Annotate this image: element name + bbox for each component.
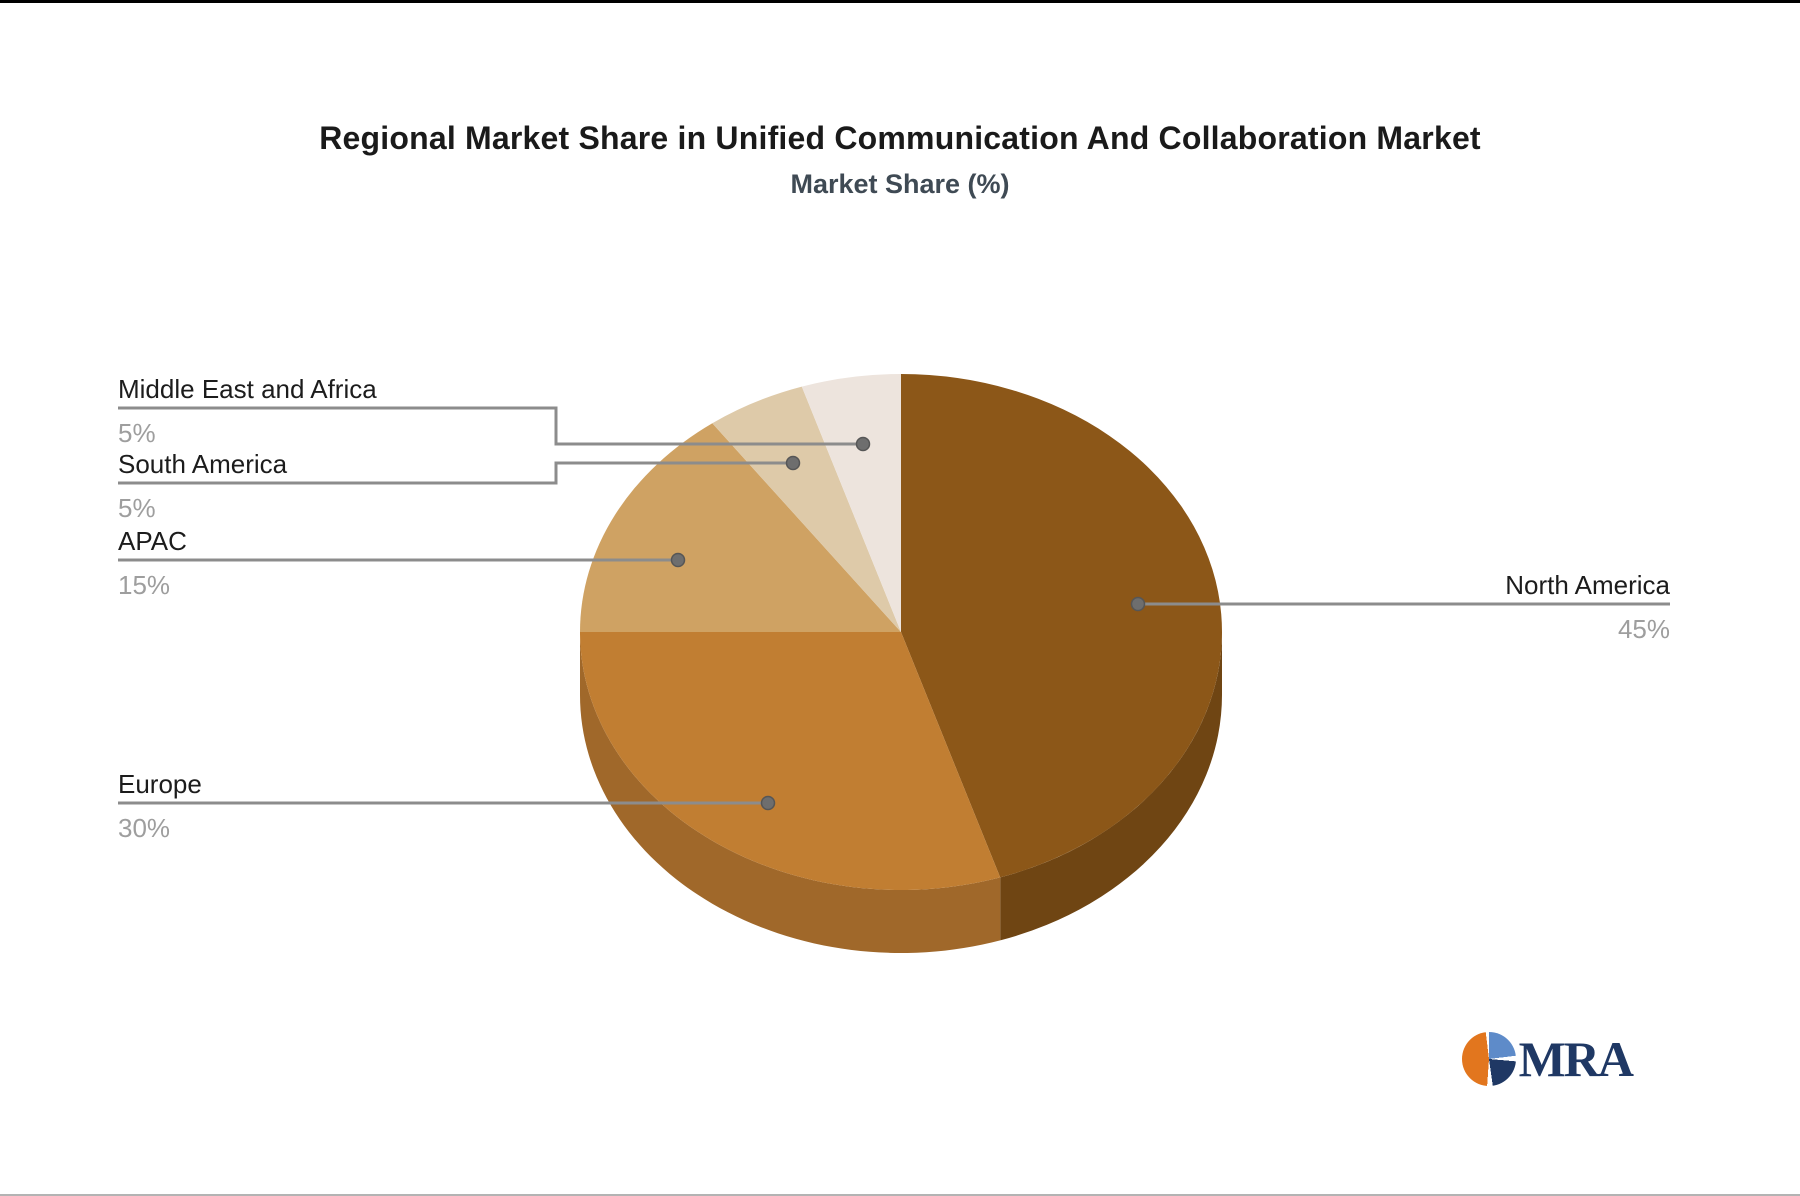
callout-dot-0	[1130, 596, 1146, 612]
mra-logo: MRA	[1461, 1031, 1634, 1087]
chart-subtitle: Market Share (%)	[790, 169, 1010, 199]
slice-label-europe: Europe	[118, 769, 202, 799]
slice-value-south-america: 5%	[118, 493, 156, 523]
pie-slice-wall-1	[579, 632, 1001, 953]
callout-dot-2	[670, 552, 686, 568]
mra-logo-icon	[1461, 1032, 1516, 1086]
callout-dot-4	[855, 436, 871, 452]
slice-value-north-america: 45%	[1617, 614, 1670, 644]
callout-line-3	[118, 461, 793, 485]
top-border-bar	[0, 0, 1800, 3]
callout-dot-3	[785, 455, 801, 471]
slice-value-middle-east-and-africa: 5%	[118, 418, 156, 448]
pie-slice-north-america[interactable]	[901, 374, 1222, 878]
bottom-border-bar	[0, 1194, 1800, 1196]
slice-value-europe: 30%	[118, 813, 171, 843]
pie-slice-south-america[interactable]	[712, 386, 901, 632]
chart-title: Regional Market Share in Unified Communi…	[319, 120, 1481, 156]
mra-logo-text: MRA	[1518, 1031, 1634, 1087]
slice-label-north-america: North America	[1505, 570, 1670, 600]
slice-label-south-america: South America	[118, 449, 288, 479]
callout-line-4	[118, 406, 863, 446]
pie-slice-europe[interactable]	[579, 632, 1001, 890]
callout-dot-1	[760, 795, 776, 811]
pie-slice-wall-0	[1000, 632, 1222, 941]
pie-slice-middle-east-and-africa[interactable]	[801, 374, 901, 632]
slice-value-apac: 15%	[118, 570, 171, 600]
slice-label-middle-east-and-africa: Middle East and Africa	[118, 374, 377, 404]
slice-label-apac: APAC	[118, 526, 187, 556]
pie-slice-apac[interactable]	[580, 423, 901, 632]
